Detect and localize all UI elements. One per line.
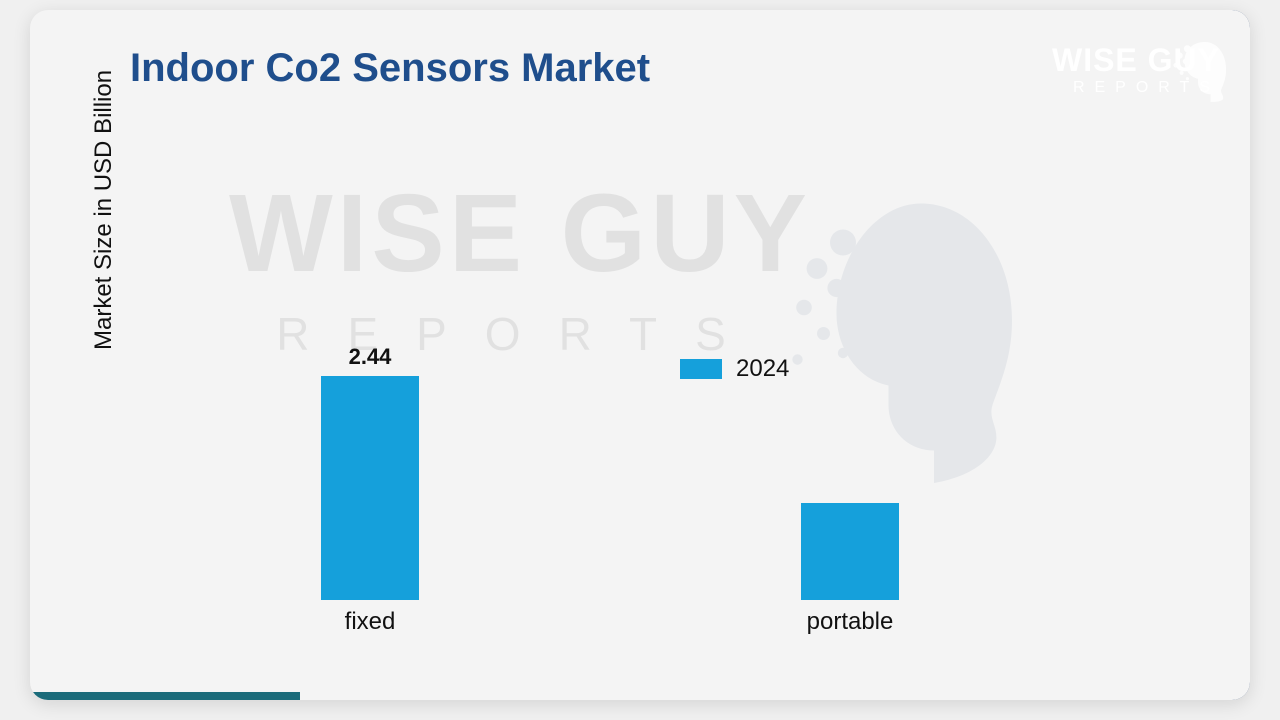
brand-line1: WISE GUY (1052, 44, 1220, 78)
plot-area: 2.44fixedportable (170, 140, 970, 600)
category-label: portable (807, 608, 894, 636)
chart-card: WISE GUY REPORTS Indoor Co2 Sensors Mark… (30, 10, 1250, 700)
legend: 2024 (680, 355, 789, 383)
legend-label: 2024 (736, 355, 789, 383)
bar-value-label: 2.44 (349, 344, 392, 376)
bar-portable (801, 503, 899, 600)
y-axis-label: Market Size in USD Billion (90, 70, 118, 350)
bar-fixed (321, 376, 419, 600)
footer-accent-bar (30, 692, 300, 700)
brand-logo: WISE GUY REPORTS (1052, 44, 1220, 96)
brand-line2: REPORTS (1052, 80, 1220, 97)
legend-swatch (680, 359, 722, 379)
category-label: fixed (345, 608, 396, 636)
chart-title: Indoor Co2 Sensors Market (130, 46, 650, 91)
canvas: WISE GUY REPORTS Indoor Co2 Sensors Mark… (0, 0, 1280, 720)
